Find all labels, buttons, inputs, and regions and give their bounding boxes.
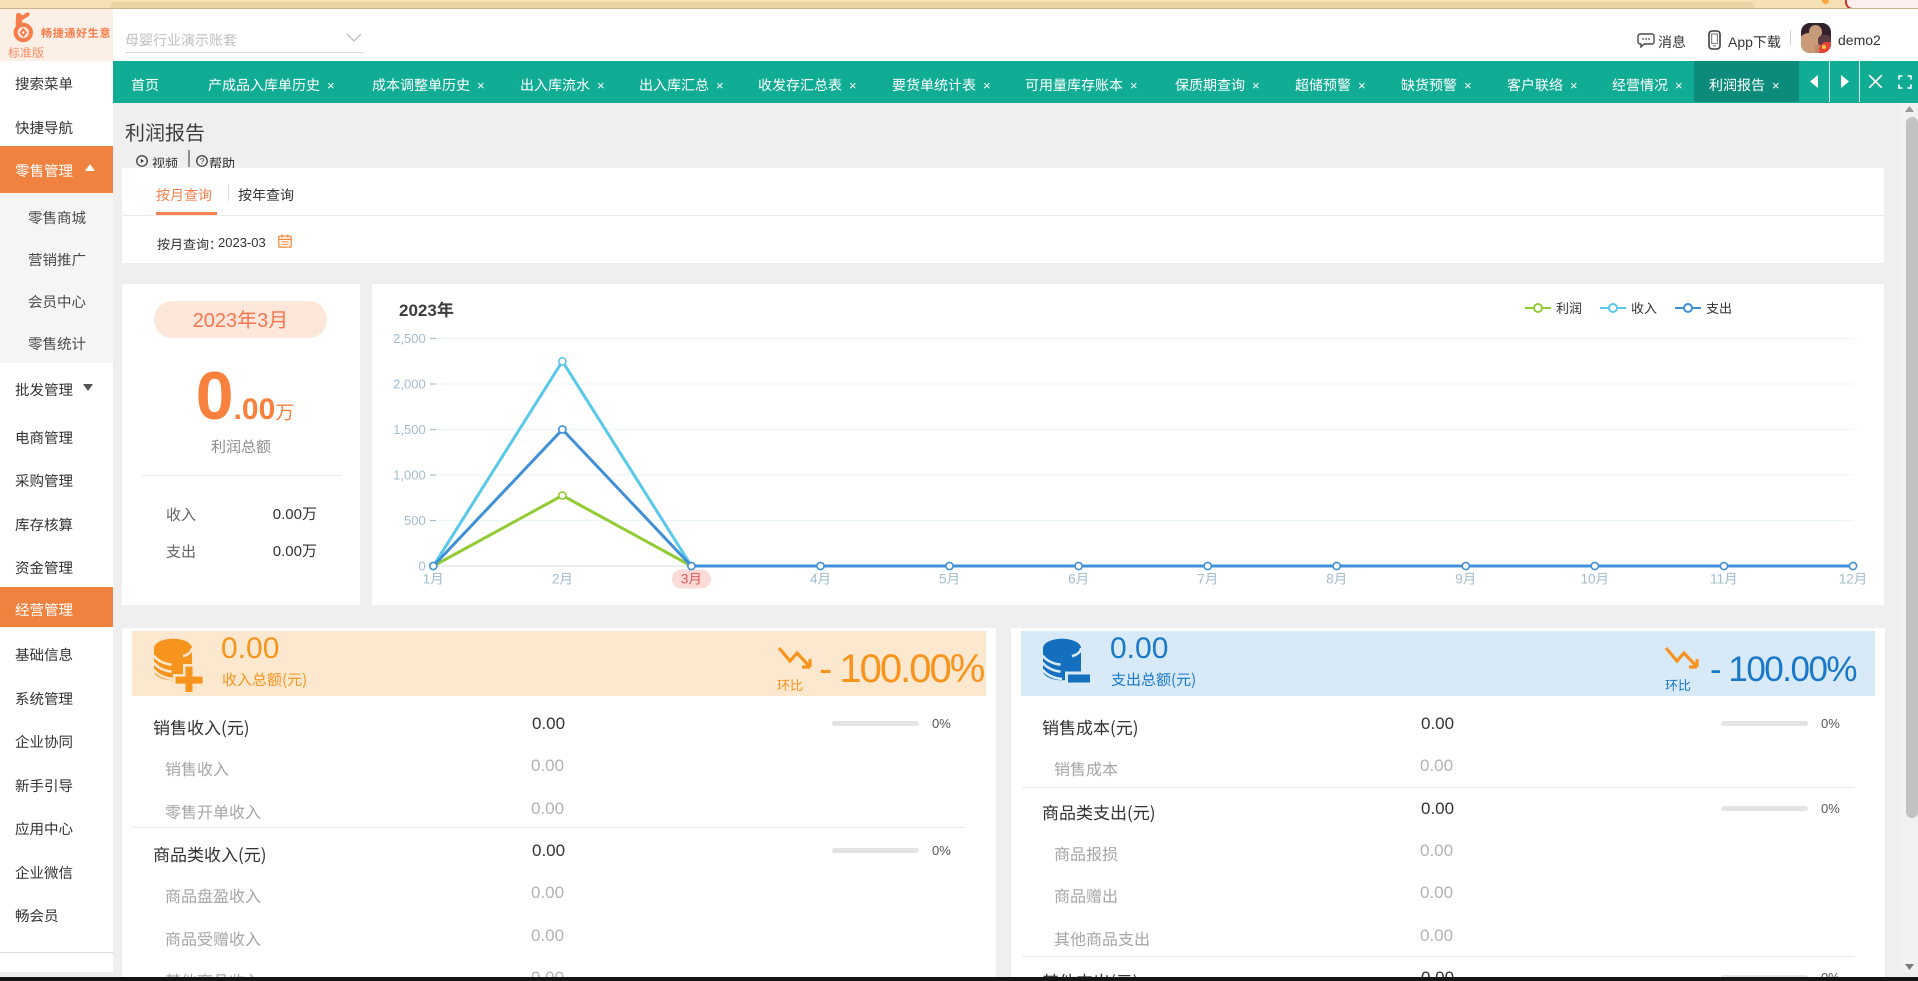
svg-text:3月: 3月 — [681, 572, 702, 587]
svg-text:1月: 1月 — [423, 572, 444, 587]
svg-text:1,000: 1,000 — [393, 468, 426, 483]
svg-text:10月: 10月 — [1581, 572, 1610, 587]
svg-text:4月: 4月 — [810, 572, 831, 587]
svg-text:11月: 11月 — [1710, 572, 1738, 587]
svg-text:7月: 7月 — [1197, 572, 1218, 587]
svg-text:2月: 2月 — [552, 572, 573, 587]
svg-text:9月: 9月 — [1455, 572, 1476, 587]
svg-text:2,000: 2,000 — [393, 377, 426, 392]
svg-text:8月: 8月 — [1326, 572, 1347, 587]
svg-text:?: ? — [200, 156, 205, 166]
svg-text:2,500: 2,500 — [393, 331, 426, 346]
svg-text:500: 500 — [404, 513, 426, 528]
svg-text:1,500: 1,500 — [393, 422, 426, 437]
svg-text:5月: 5月 — [939, 572, 960, 587]
svg-text:12月: 12月 — [1839, 572, 1868, 587]
svg-text:6月: 6月 — [1068, 572, 1089, 587]
svg-text:0: 0 — [418, 559, 425, 574]
